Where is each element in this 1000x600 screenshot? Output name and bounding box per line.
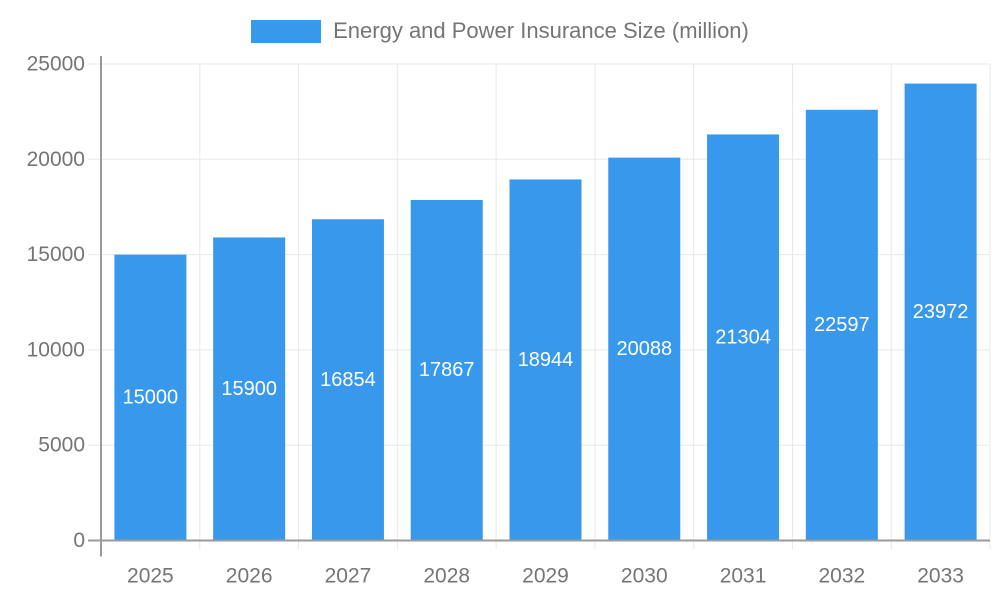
bar-value-label: 18944	[518, 349, 574, 371]
y-tick-label: 25000	[27, 53, 85, 76]
bar	[410, 199, 483, 541]
x-tick-label: 2027	[325, 565, 372, 588]
bar	[904, 83, 977, 541]
bar	[311, 219, 384, 541]
y-tick-label: 10000	[27, 338, 85, 361]
y-tick-label: 0	[73, 529, 85, 552]
bar-value-label: 16854	[320, 369, 376, 391]
bar	[805, 109, 878, 541]
x-tick-label: 2029	[522, 565, 569, 588]
y-tick-label: 15000	[27, 243, 85, 266]
bar-value-label: 17867	[419, 359, 475, 381]
bar	[509, 179, 582, 541]
bar	[608, 157, 681, 541]
x-tick-label: 2026	[226, 565, 273, 588]
bar-value-label: 21304	[715, 326, 771, 348]
bar-value-label: 22597	[814, 314, 870, 336]
bar	[114, 254, 187, 541]
legend-label: Energy and Power Insurance Size (million…	[333, 18, 749, 43]
x-tick-label: 2028	[423, 565, 470, 588]
legend-item[interactable]: Energy and Power Insurance Size (million…	[251, 18, 749, 43]
x-tick-label: 2031	[720, 565, 767, 588]
bar	[213, 237, 286, 541]
y-tick-label: 20000	[27, 148, 85, 171]
legend-swatch	[251, 19, 322, 43]
bar-value-label: 23972	[913, 301, 969, 323]
bar-value-label: 15900	[221, 378, 277, 400]
x-tick-label: 2025	[127, 565, 174, 588]
bar-value-label: 20088	[616, 338, 672, 360]
x-tick-label: 2033	[917, 565, 964, 588]
x-tick-label: 2032	[818, 565, 865, 588]
legend: Energy and Power Insurance Size (million…	[0, 0, 1000, 62]
x-tick-label: 2030	[621, 565, 668, 588]
bar	[707, 134, 780, 541]
y-tick-label: 5000	[38, 434, 85, 457]
bar-value-label: 15000	[123, 387, 179, 409]
